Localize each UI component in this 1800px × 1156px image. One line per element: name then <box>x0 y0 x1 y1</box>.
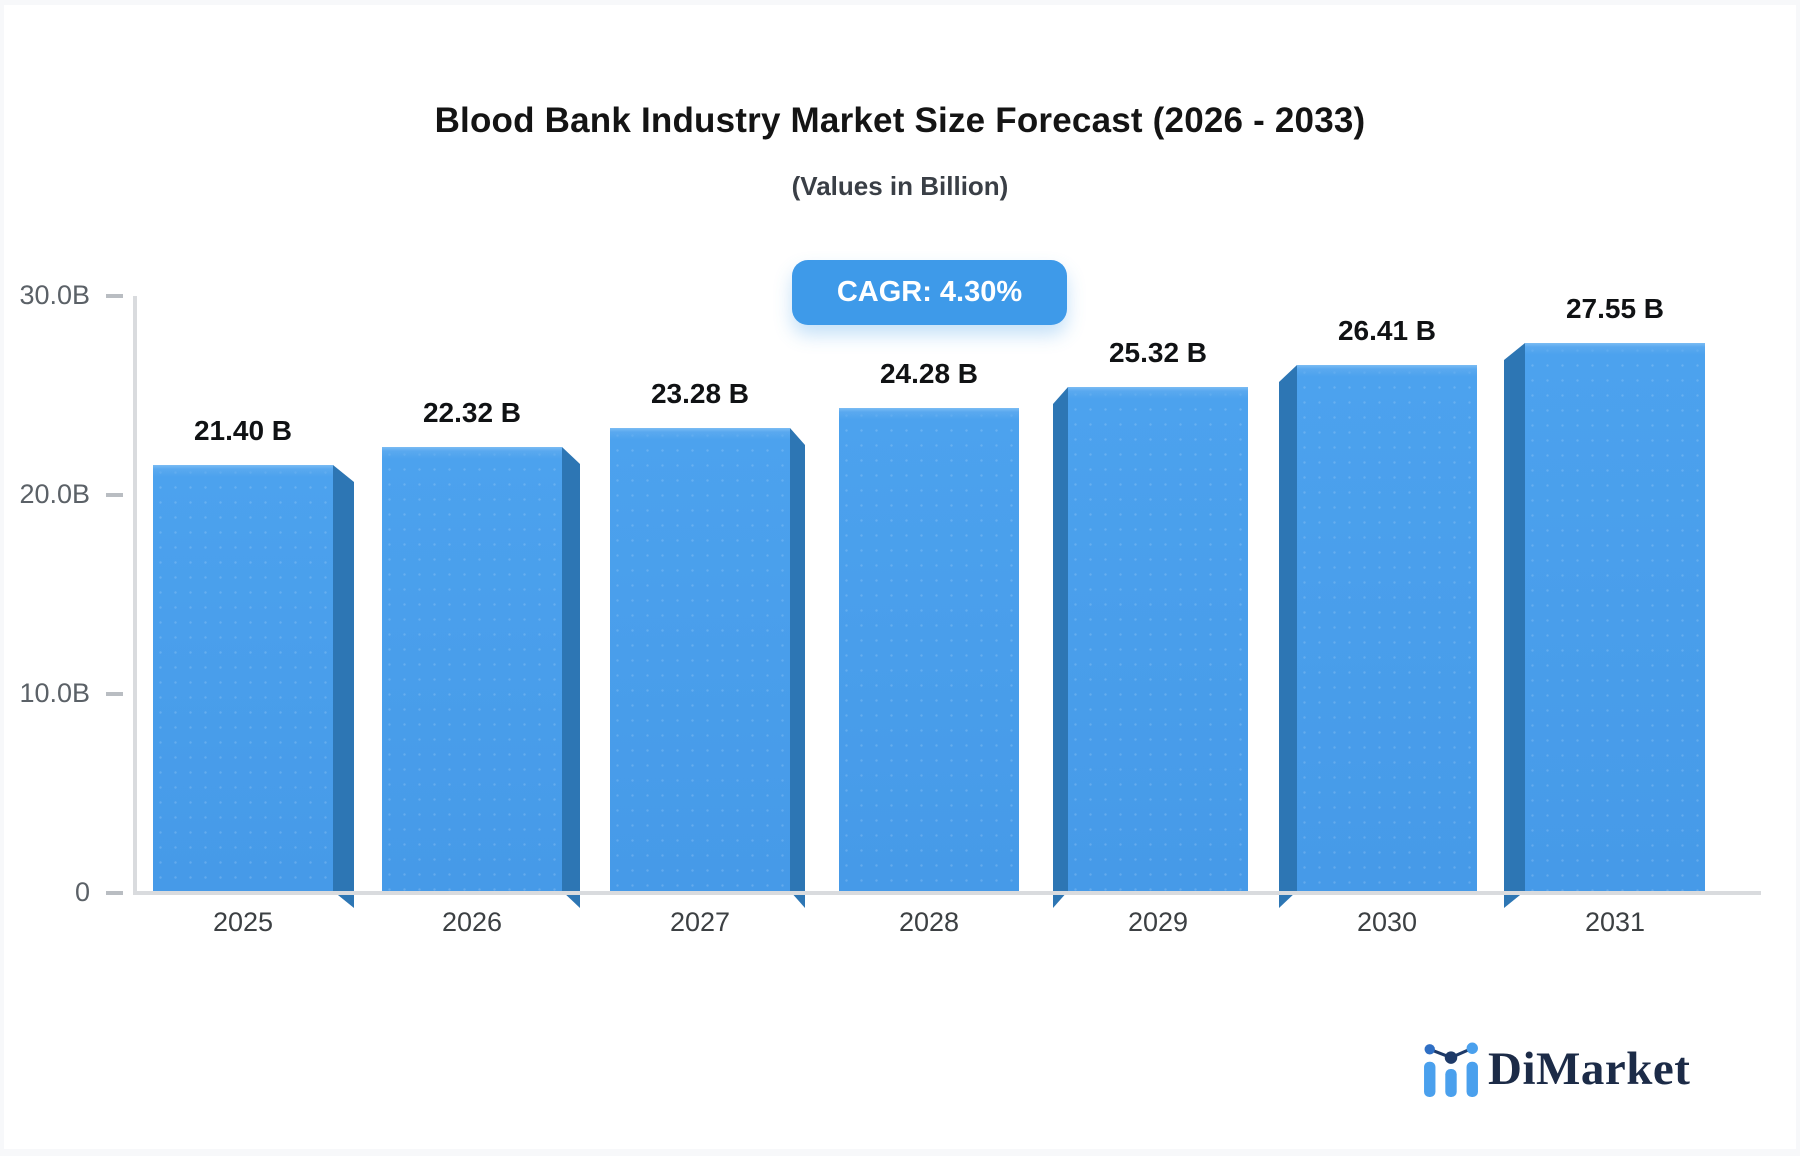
y-tick-label: 0 <box>74 877 90 907</box>
bar-value-label: 27.55 B <box>1565 293 1665 324</box>
bar-side <box>333 465 354 908</box>
y-tick <box>106 493 123 497</box>
bar-face <box>382 447 562 891</box>
cagr-badge: CAGR: 4.30% <box>792 260 1067 325</box>
y-axis-line <box>133 296 137 893</box>
bar-face <box>153 465 333 891</box>
bar <box>1068 387 1248 891</box>
bar-value-label: 23.28 B <box>650 378 750 409</box>
bar-face <box>839 408 1019 891</box>
bar-chart: 30.0B 20.0B 10.0B 0 21.40 B 2025 22.32 B 2026 23… <box>4 5 1800 1156</box>
y-tick <box>106 294 123 298</box>
bar-face <box>1297 365 1477 891</box>
bar <box>1297 365 1477 891</box>
bar-value-label: 22.32 B <box>422 397 522 428</box>
bar-value-label: 25.32 B <box>1108 337 1208 368</box>
chart-card: Blood Bank Industry Market Size Forecast… <box>4 5 1796 1149</box>
page-title: Blood Bank Industry Market Size Forecast… <box>434 101 1366 140</box>
x-tick-label: 2029 <box>1127 907 1189 937</box>
bar-side <box>1053 387 1068 908</box>
bar-value-label: 26.41 B <box>1337 315 1437 346</box>
y-tick <box>106 891 123 895</box>
bar-side <box>790 428 805 908</box>
y-tick-label: 20.0B <box>19 479 90 509</box>
x-tick-label: 2028 <box>898 907 960 937</box>
bar-value-label: 21.40 B <box>193 415 293 446</box>
bar-face <box>1068 387 1248 891</box>
brand-name: DiMarket <box>1488 1043 1691 1095</box>
page-subtitle: (Values in Billion) <box>791 171 1009 201</box>
bar <box>153 465 333 891</box>
bar-side <box>1279 365 1297 908</box>
bar <box>610 428 790 891</box>
bar-chart-logo-icon <box>1424 1042 1478 1097</box>
y-tick-label: 30.0B <box>19 280 90 310</box>
bar-value-label: 24.28 B <box>879 358 979 389</box>
bar-face <box>1525 343 1705 891</box>
bar-side <box>562 447 580 908</box>
x-tick-label: 2030 <box>1356 907 1418 937</box>
y-tick <box>106 692 123 696</box>
bar-face <box>610 428 790 891</box>
bar <box>1525 343 1705 891</box>
y-tick-label: 10.0B <box>19 678 90 708</box>
bar-side <box>1504 343 1525 908</box>
bar <box>839 408 1019 891</box>
x-tick-label: 2027 <box>669 907 731 937</box>
x-tick-label: 2026 <box>441 907 503 937</box>
x-axis-line <box>133 891 1761 895</box>
x-tick-label: 2025 <box>212 907 274 937</box>
bar <box>382 447 562 891</box>
brand-logo: DiMarket <box>1424 1041 1690 1097</box>
x-tick-label: 2031 <box>1584 907 1646 937</box>
